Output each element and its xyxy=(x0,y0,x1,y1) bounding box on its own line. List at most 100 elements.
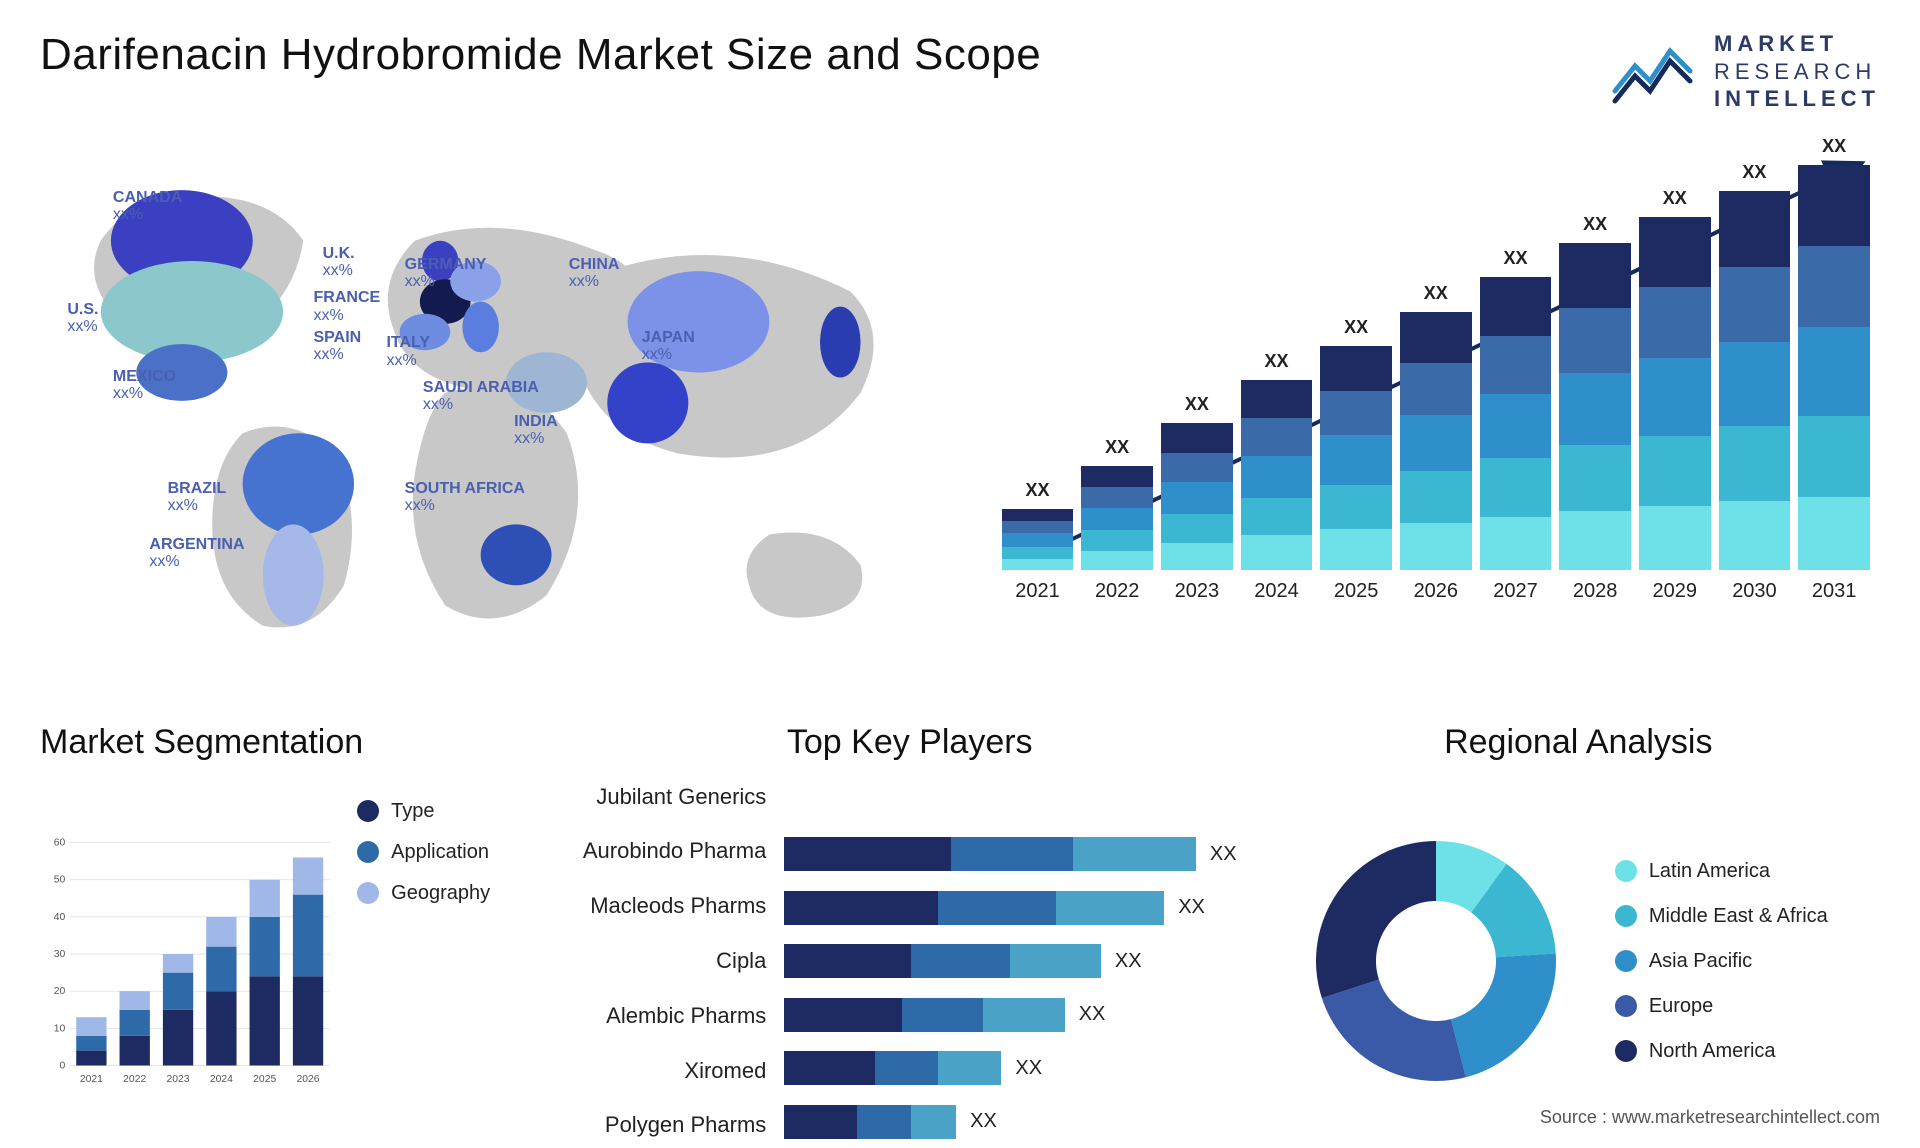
map-country-india xyxy=(607,362,688,443)
player-label: Jubilant Generics xyxy=(583,784,766,810)
player-bar-row: XX xyxy=(784,1105,1236,1139)
legend-label: Middle East & Africa xyxy=(1649,905,1828,928)
main-bar-seg xyxy=(1400,471,1472,523)
main-bar-2026: XX 2026 xyxy=(1400,283,1472,603)
player-bar-seg xyxy=(784,998,902,1032)
player-bar-value: XX xyxy=(970,1110,997,1133)
main-bar-seg xyxy=(1719,426,1791,502)
legend-swatch xyxy=(1615,995,1637,1017)
legend-swatch xyxy=(1615,905,1637,927)
world-map: CANADAxx%U.S.xx%MEXICOxx%BRAZILxx%ARGENT… xyxy=(40,133,952,693)
main-bar-value: XX xyxy=(1663,188,1687,209)
legend-swatch xyxy=(357,882,379,904)
main-bar-seg xyxy=(1400,415,1472,472)
main-bar-seg xyxy=(1559,445,1631,510)
player-bar-value: XX xyxy=(1178,896,1205,919)
main-bar-year: 2026 xyxy=(1414,580,1459,603)
main-bar-year: 2023 xyxy=(1175,580,1220,603)
donut-slice-asia-pacific xyxy=(1451,953,1556,1077)
player-bar-row: XX xyxy=(784,837,1236,871)
player-bar-seg xyxy=(983,998,1064,1032)
main-bar-seg xyxy=(1639,436,1711,507)
seg-bar-seg xyxy=(120,1035,150,1065)
donut-slice-europe xyxy=(1322,980,1466,1081)
player-bar-row: XX xyxy=(784,1051,1236,1085)
players-chart: Jubilant GenericsAurobindo PharmaMacleod… xyxy=(583,780,1237,1143)
svg-text:30: 30 xyxy=(54,949,66,960)
main-bar-seg xyxy=(1639,217,1711,288)
main-bar-seg xyxy=(1400,523,1472,569)
map-label-argentina: ARGENTINAxx% xyxy=(149,536,244,571)
main-bar-seg xyxy=(1241,380,1313,418)
source-label: Source : www.marketresearchintellect.com xyxy=(1540,1107,1880,1128)
main-bar-2022: XX 2022 xyxy=(1081,437,1153,602)
player-bar-seg xyxy=(784,891,938,925)
main-bar-seg xyxy=(1559,308,1631,373)
svg-text:60: 60 xyxy=(54,837,66,848)
map-country-brazil xyxy=(243,433,354,534)
logo-line-1: MARKET xyxy=(1714,30,1880,58)
main-market-chart: XX2021XX2022XX2023XX2024XX2025XX2026XX20… xyxy=(992,133,1880,693)
map-label-china: CHINAxx% xyxy=(569,256,620,291)
main-bar-seg xyxy=(1798,327,1870,416)
main-bar-seg xyxy=(1480,458,1552,516)
segmentation-panel: Market Segmentation 01020304050602021202… xyxy=(40,723,543,1143)
seg-bar-seg xyxy=(76,1035,106,1050)
seg-bar-seg xyxy=(120,991,150,1010)
main-bar-year: 2031 xyxy=(1812,580,1857,603)
players-panel: Top Key Players Jubilant Generics Aurobin… xyxy=(583,723,1237,1143)
legend-swatch xyxy=(1615,950,1637,972)
main-bar-seg xyxy=(1480,394,1552,458)
main-bar-seg xyxy=(1161,514,1233,543)
main-bar-seg xyxy=(1639,358,1711,436)
player-bar-seg xyxy=(1056,891,1165,925)
main-bar-value: XX xyxy=(1424,283,1448,304)
main-bar-year: 2024 xyxy=(1254,580,1299,603)
main-bar-seg xyxy=(1719,267,1791,343)
seg-bar-seg xyxy=(76,1050,106,1065)
svg-text:2023: 2023 xyxy=(166,1073,189,1084)
main-bar-seg xyxy=(1320,435,1392,484)
main-bar-seg xyxy=(1002,509,1074,521)
seg-bar-seg xyxy=(250,879,280,916)
main-bar-2024: XX 2024 xyxy=(1241,351,1313,602)
main-bar-seg xyxy=(1241,535,1313,569)
main-bar-value: XX xyxy=(1105,437,1129,458)
brand-logo: MARKET RESEARCH INTELLECT xyxy=(1610,30,1880,113)
main-bar-seg xyxy=(1798,246,1870,327)
top-row: CANADAxx%U.S.xx%MEXICOxx%BRAZILxx%ARGENT… xyxy=(40,133,1880,693)
svg-text:2024: 2024 xyxy=(210,1073,233,1084)
seg-bar-seg xyxy=(163,954,193,973)
player-label: Aurobindo Pharma xyxy=(583,838,766,864)
main-bar-seg xyxy=(1002,521,1074,533)
main-bar-year: 2022 xyxy=(1095,580,1140,603)
players-title: Top Key Players xyxy=(583,723,1237,762)
legend-swatch xyxy=(357,800,379,822)
player-label: Alembic Pharms xyxy=(583,1003,766,1029)
map-label-germany: GERMANYxx% xyxy=(405,256,487,291)
map-label-mexico: MEXICOxx% xyxy=(113,368,176,403)
logo-line-3: INTELLECT xyxy=(1714,85,1880,113)
player-bar-seg xyxy=(951,837,1074,871)
header: Darifenacin Hydrobromide Market Size and… xyxy=(40,30,1880,113)
player-bar-seg xyxy=(1073,837,1196,871)
player-label: Polygen Pharms xyxy=(583,1112,766,1138)
legend-label: Type xyxy=(391,800,434,823)
player-bar-row: XX xyxy=(784,944,1236,978)
map-label-u-k-: U.K.xx% xyxy=(323,245,355,280)
svg-text:2026: 2026 xyxy=(296,1073,319,1084)
seg-bar-seg xyxy=(120,1009,150,1035)
main-bar-seg xyxy=(1161,453,1233,482)
main-bar-2023: XX2023 xyxy=(1161,394,1233,602)
main-bar-seg xyxy=(1002,559,1074,570)
main-bar-year: 2030 xyxy=(1732,580,1777,603)
logo-icon xyxy=(1610,36,1700,106)
player-label: Xiromed xyxy=(583,1058,766,1084)
seg-bar-seg xyxy=(206,991,236,1065)
player-bar-seg xyxy=(857,1105,911,1139)
map-label-u-s-: U.S.xx% xyxy=(67,301,98,336)
player-bar-seg xyxy=(784,837,950,871)
map-label-canada: CANADAxx% xyxy=(113,189,182,224)
main-bar-year: 2028 xyxy=(1573,580,1618,603)
main-bar-value: XX xyxy=(1264,351,1288,372)
